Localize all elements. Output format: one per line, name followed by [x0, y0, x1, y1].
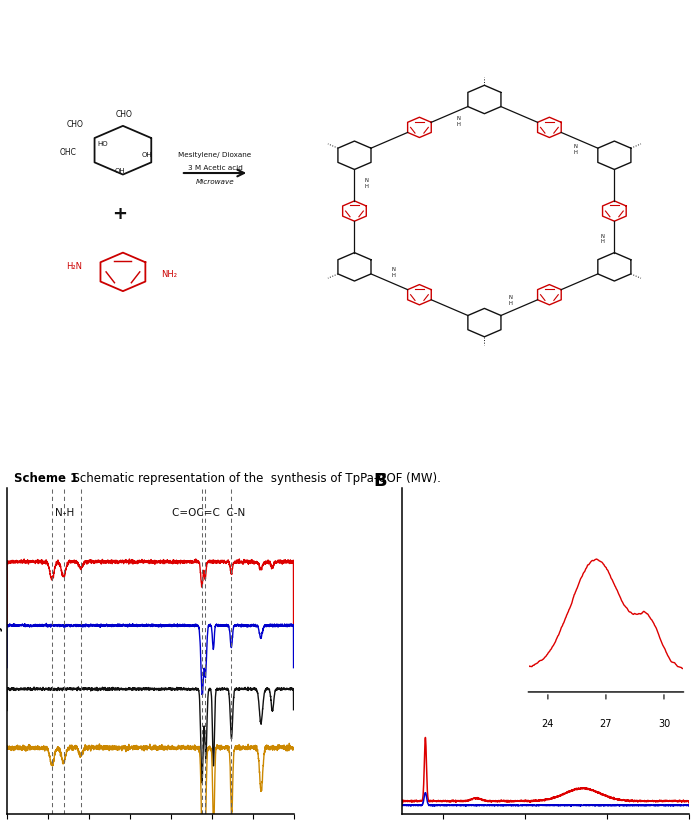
Text: OHC: OHC [60, 148, 77, 157]
Text: Scheme 1: Scheme 1 [14, 472, 78, 485]
Text: B: B [374, 472, 388, 490]
Text: N
H: N H [456, 116, 460, 127]
Text: H₂N: H₂N [66, 262, 82, 271]
Text: +: + [112, 205, 127, 223]
Text: N
H: N H [391, 267, 395, 279]
Text: HO: HO [97, 141, 108, 147]
Text: N
H: N H [600, 233, 604, 244]
Text: NH₂: NH₂ [161, 270, 177, 279]
Y-axis label: Intensity: Intensity [0, 621, 1, 681]
Text: OH: OH [114, 169, 125, 174]
Text: CHO: CHO [67, 120, 84, 129]
Text: Microwave: Microwave [196, 179, 235, 185]
Text: N
H: N H [574, 144, 578, 155]
Text: N
H: N H [365, 178, 369, 188]
Text: CHO: CHO [116, 110, 133, 119]
Text: N-H: N-H [55, 508, 74, 518]
Text: OH: OH [141, 152, 152, 159]
Text: Mesitylene/ Dioxane: Mesitylene/ Dioxane [178, 152, 252, 159]
Text: Schematic representation of the  synthesis of TpPa-COF (MW).: Schematic representation of the synthesi… [65, 472, 441, 485]
Text: 3 M Acetic acid: 3 M Acetic acid [187, 165, 242, 171]
Text: C=OC=C  C-N: C=OC=C C-N [172, 508, 245, 518]
Text: N
H: N H [509, 295, 513, 306]
